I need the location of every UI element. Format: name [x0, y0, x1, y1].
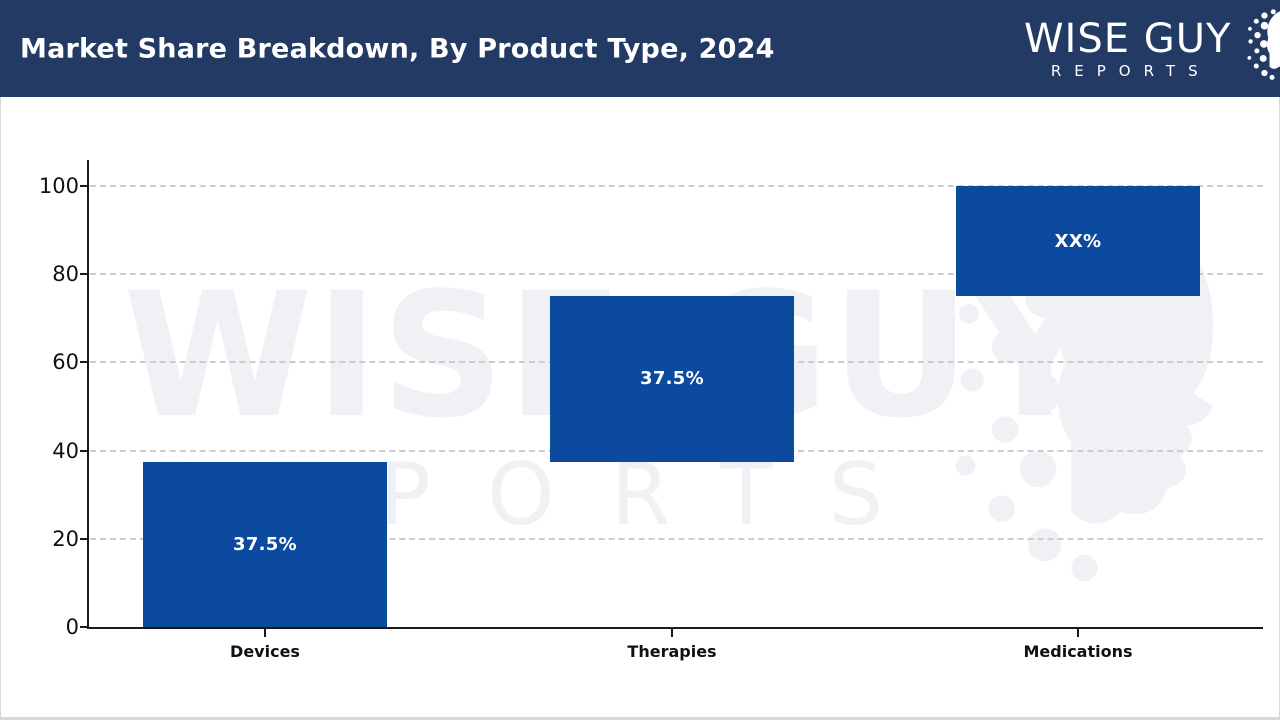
y-tick-mark-80: [80, 273, 88, 276]
header-bar: Market Share Breakdown, By Product Type,…: [0, 0, 1280, 97]
logo-subtitle: REPORTS: [1050, 62, 1211, 80]
y-tick-mark-0: [80, 626, 88, 628]
y-tick-label-0: 0: [65, 615, 79, 639]
bar-therapies: 37.5%: [550, 296, 794, 462]
bar-value-label-therapies: 37.5%: [640, 368, 704, 390]
x-tick-mark-therapies: [671, 629, 673, 637]
bar-value-label-medications: XX%: [1054, 230, 1102, 252]
gridline-100: [90, 185, 1263, 187]
x-tick-mark-devices: [264, 629, 266, 637]
wiseguy-logo: WISE GUY REPORTS: [1024, 6, 1274, 92]
logo-text: WISE GUY REPORTS: [1024, 18, 1231, 80]
bar-devices: 37.5%: [143, 461, 387, 627]
y-tick-label-20: 20: [52, 526, 79, 551]
y-tick-mark-40: [80, 449, 88, 452]
x-axis-label-therapies: Therapies: [627, 642, 717, 661]
y-tick-label-80: 80: [52, 262, 79, 287]
x-axis-label-devices: Devices: [230, 642, 300, 661]
x-tick-mark-medications: [1077, 629, 1079, 637]
x-axis-line: [87, 627, 1263, 629]
y-tick-label-100: 100: [38, 174, 79, 198]
y-tick-label-60: 60: [52, 350, 79, 375]
y-tick-label-40: 40: [52, 438, 79, 463]
logo-wordmark: WISE GUY: [1024, 16, 1232, 62]
gridline-20: [90, 537, 1263, 540]
y-tick-mark-100: [80, 185, 88, 187]
y-tick-mark-20: [80, 537, 88, 540]
gridline-80: [90, 273, 1263, 276]
y-axis-line: [87, 160, 89, 629]
y-tick-mark-60: [80, 361, 88, 364]
bar-value-label-devices: 37.5%: [233, 533, 297, 555]
chart-area: WISE GUY REPORTS 0 20 40 60 80 100 37.5% Device…: [0, 97, 1280, 720]
logo-face-icon: [1233, 8, 1280, 90]
bar-medications: XX%: [956, 186, 1200, 297]
chart-title: Market Share Breakdown, By Product Type,…: [20, 33, 775, 64]
x-axis-label-medications: Medications: [1023, 642, 1133, 661]
